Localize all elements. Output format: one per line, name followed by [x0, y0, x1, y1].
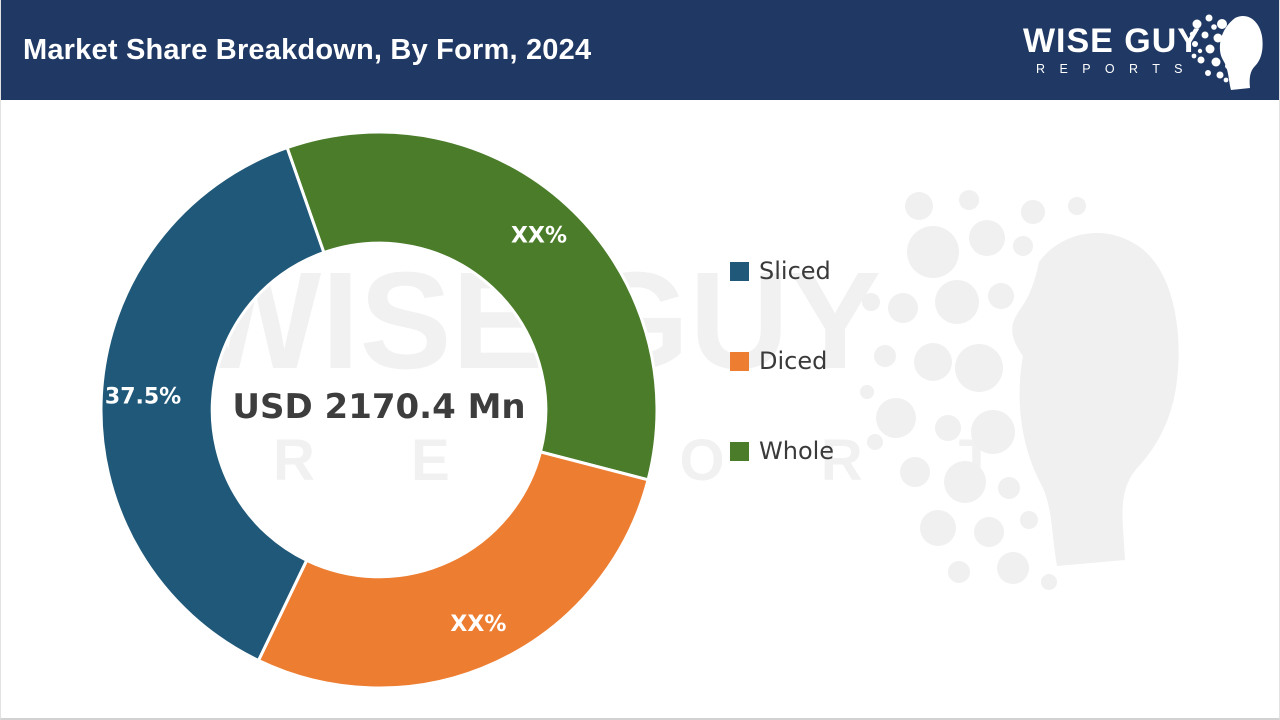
legend-item-sliced: Sliced	[730, 256, 834, 286]
chart-title: Market Share Breakdown, By Form, 2024	[23, 33, 592, 66]
donut-slice-whole	[285, 130, 659, 482]
logo-reports-text: R E P O R T S	[1035, 61, 1189, 76]
legend-swatch-sliced	[730, 261, 749, 281]
donut-slice-sliced	[99, 145, 326, 663]
logo-wordmark-block: WISE GUY R E P O R T S	[1022, 22, 1201, 76]
donut-slice-diced	[256, 450, 650, 690]
donut-center-value: USD 2170.4 Mn	[232, 387, 526, 427]
wise-guy-logo: WISE GUY R E P O R T S	[1023, 8, 1265, 92]
logo-face-icon	[1189, 14, 1263, 90]
legend-item-whole: Whole	[730, 436, 834, 466]
legend-label-sliced: Sliced	[759, 257, 831, 285]
slice-label-sliced: 37.5%	[105, 384, 181, 409]
legend-swatch-whole	[730, 441, 749, 461]
legend-label-diced: Diced	[759, 347, 828, 375]
chart-legend: Sliced Diced Whole	[730, 256, 834, 526]
legend-label-whole: Whole	[759, 437, 835, 465]
legend-item-diced: Diced	[730, 346, 834, 376]
header-bar: Market Share Breakdown, By Form, 2024 WI…	[1, 0, 1279, 100]
slice-label-diced: XX%	[450, 612, 506, 637]
logo-wordmark: WISE GUY	[1022, 22, 1201, 61]
legend-swatch-diced	[730, 351, 749, 371]
donut-chart: XX% XX% 37.5%	[99, 130, 659, 690]
slice-label-whole: XX%	[511, 224, 567, 249]
